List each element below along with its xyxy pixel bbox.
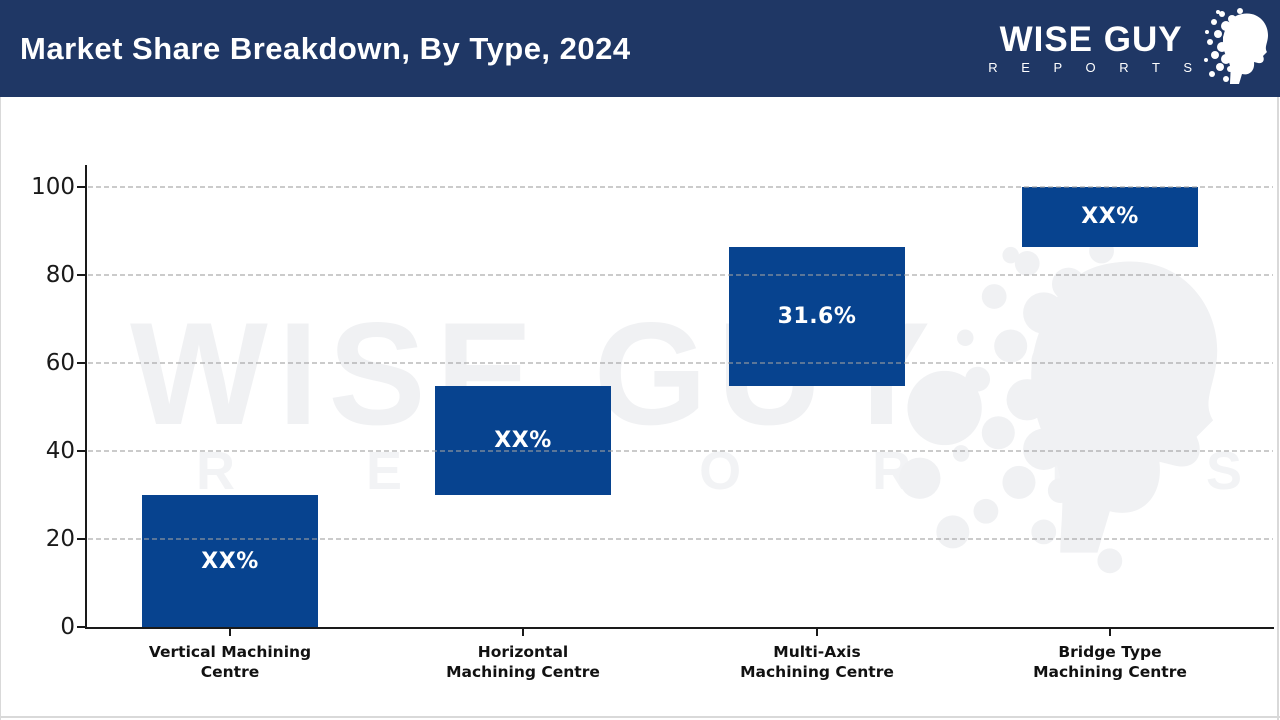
bar-segment: XX% bbox=[142, 495, 318, 627]
y-tick-label: 20 bbox=[45, 526, 75, 552]
x-category-label: Multi-Axis Machining Centre bbox=[687, 642, 947, 682]
x-category-label-line: Multi-Axis bbox=[773, 643, 861, 661]
x-category-label: Vertical Machining Centre bbox=[100, 642, 360, 682]
y-tick-mark bbox=[77, 186, 85, 188]
y-tick-label: 80 bbox=[45, 262, 75, 288]
y-tick-mark bbox=[77, 538, 85, 540]
logo-wordmark: WISE GUY bbox=[999, 20, 1183, 59]
x-category-label-line: Bridge Type bbox=[1058, 643, 1162, 661]
frame-border-right bbox=[1277, 97, 1279, 720]
x-tick-mark bbox=[816, 629, 818, 636]
x-axis-line bbox=[85, 627, 1274, 629]
gridline bbox=[88, 186, 1273, 188]
x-tick-mark bbox=[522, 629, 524, 636]
y-tick-mark bbox=[77, 274, 85, 276]
bar-value-label: XX% bbox=[1081, 204, 1139, 230]
y-tick-mark bbox=[77, 450, 85, 452]
x-category-label-line: Vertical Machining bbox=[148, 643, 312, 661]
y-tick-label: 60 bbox=[45, 350, 75, 376]
bar-segment: XX% bbox=[435, 385, 611, 496]
bar-segment: XX% bbox=[1022, 187, 1198, 247]
y-tick-mark bbox=[77, 626, 85, 628]
y-axis-line bbox=[85, 165, 87, 629]
header: Market Share Breakdown, By Type, 2024 WI… bbox=[0, 0, 1280, 97]
gridline bbox=[88, 274, 1273, 276]
bar-value-label: XX% bbox=[494, 428, 552, 454]
gridline bbox=[88, 538, 1273, 540]
x-category-label: Bridge Type Machining Centre bbox=[980, 642, 1240, 682]
x-category-label-line: Centre bbox=[200, 663, 260, 681]
x-category-label-line: Machining Centre bbox=[1033, 663, 1187, 681]
frame-border-bottom bbox=[0, 716, 1280, 718]
y-tick-label: 40 bbox=[45, 438, 75, 464]
gridline bbox=[88, 362, 1273, 364]
x-tick-mark bbox=[1109, 629, 1111, 636]
logo-text: WISE GUY R E P O R T S bbox=[980, 20, 1202, 76]
x-category-label-line: Horizontal bbox=[477, 643, 569, 661]
y-tick-label: 100 bbox=[31, 174, 75, 200]
logo-subtitle: R E P O R T S bbox=[988, 60, 1202, 75]
x-tick-mark bbox=[229, 629, 231, 636]
y-tick-mark bbox=[77, 362, 85, 364]
wiseguy-logo: WISE GUY R E P O R T S bbox=[980, 0, 1274, 97]
x-category-label-line: Machining Centre bbox=[740, 663, 894, 681]
gridline bbox=[88, 450, 1273, 452]
bar-value-label: XX% bbox=[201, 548, 259, 574]
y-tick-label: 0 bbox=[60, 614, 75, 640]
page-title: Market Share Breakdown, By Type, 2024 bbox=[20, 30, 631, 66]
logo-head-icon bbox=[1204, 7, 1268, 84]
x-category-label-line: Machining Centre bbox=[446, 663, 600, 681]
bar-segment: 31.6% bbox=[729, 246, 905, 386]
frame-border-left bbox=[0, 97, 1, 720]
x-category-label: Horizontal Machining Centre bbox=[393, 642, 653, 682]
bar-value-label: 31.6% bbox=[777, 303, 857, 329]
